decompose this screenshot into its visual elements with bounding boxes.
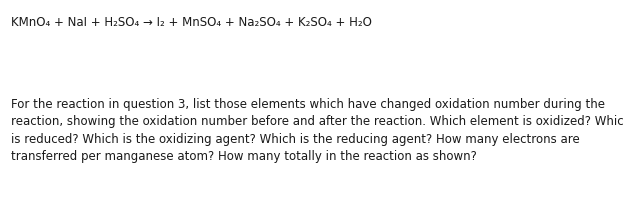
Text: For the reaction in question 3, list those elements which have changed oxidation: For the reaction in question 3, list tho… bbox=[11, 98, 624, 163]
Text: KMnO₄ + NaI + H₂SO₄ → I₂ + MnSO₄ + Na₂SO₄ + K₂SO₄ + H₂O: KMnO₄ + NaI + H₂SO₄ → I₂ + MnSO₄ + Na₂SO… bbox=[11, 16, 372, 29]
